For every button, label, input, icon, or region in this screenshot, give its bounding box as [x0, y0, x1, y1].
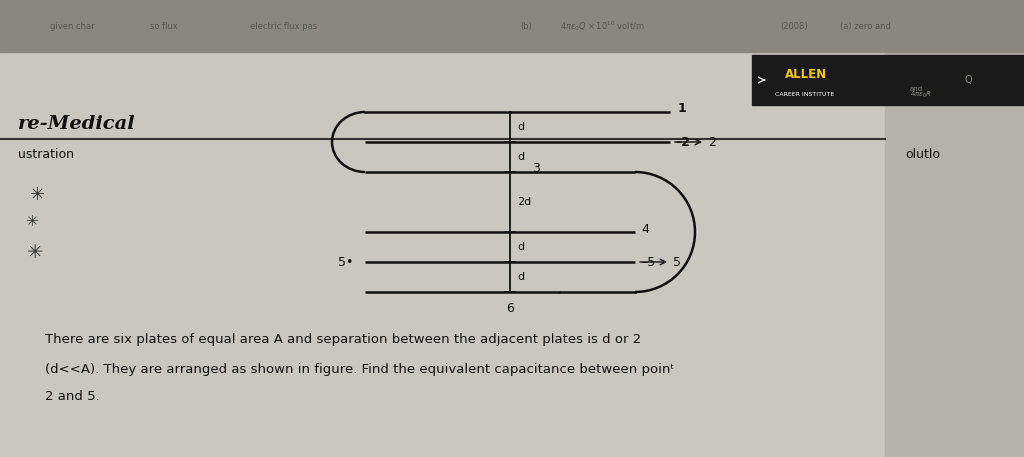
Text: Q: Q [910, 21, 916, 31]
Text: ✳: ✳ [27, 243, 43, 261]
Text: 5: 5 [673, 255, 681, 269]
Text: d: d [517, 122, 524, 132]
Text: 3: 3 [532, 161, 540, 175]
Text: and: and [910, 86, 923, 92]
Text: ✳: ✳ [26, 214, 38, 229]
Text: 5•: 5• [338, 255, 353, 269]
Text: (d<<A). They are arranged as shown in figure. Find the equivalent capacitance be: (d<<A). They are arranged as shown in fi… [45, 362, 674, 376]
Bar [0, 0, 1024, 52]
Text: ustration: ustration [18, 149, 74, 161]
Text: $4\pi\varepsilon_0 R$: $4\pi\varepsilon_0 R$ [910, 90, 932, 100]
Text: Q: Q [965, 75, 972, 85]
Text: d: d [517, 152, 524, 162]
Bar [752, 55, 912, 105]
Text: 1: 1 [678, 101, 687, 115]
Text: 2: 2 [708, 135, 716, 149]
Text: –2: –2 [675, 135, 690, 149]
Text: 2 and 5.: 2 and 5. [45, 390, 99, 404]
Text: (a) zero and: (a) zero and [840, 21, 891, 31]
Text: ✳: ✳ [31, 186, 45, 204]
Text: re-Medical: re-Medical [18, 115, 135, 133]
Text: There are six plates of equal area A and separation between the adjacent plates : There are six plates of equal area A and… [45, 333, 641, 345]
Text: d: d [517, 242, 524, 252]
Text: electric flux pas: electric flux pas [250, 21, 317, 31]
Text: so flux: so flux [150, 21, 178, 31]
Text: given char: given char [50, 21, 94, 31]
Text: 4: 4 [641, 223, 649, 235]
Text: and: and [885, 34, 899, 43]
Text: d: d [517, 272, 524, 282]
Text: ALLEN: ALLEN [785, 69, 827, 81]
Text: CAREER INSTITUTE: CAREER INSTITUTE [775, 92, 835, 97]
Text: 6: 6 [506, 302, 514, 315]
Text: (b): (b) [520, 21, 531, 31]
Text: –5: –5 [641, 255, 655, 269]
Text: olutlo: olutlo [905, 149, 940, 161]
Text: 2d: 2d [517, 197, 531, 207]
Bar [885, 0, 1024, 457]
Bar [912, 55, 1024, 105]
Text: $4\pi\varepsilon_0 Q \times 10^{10}$ volt/m: $4\pi\varepsilon_0 Q \times 10^{10}$ vol… [560, 19, 645, 33]
Text: (2008): (2008) [780, 21, 808, 31]
Bar [0, 0, 885, 457]
